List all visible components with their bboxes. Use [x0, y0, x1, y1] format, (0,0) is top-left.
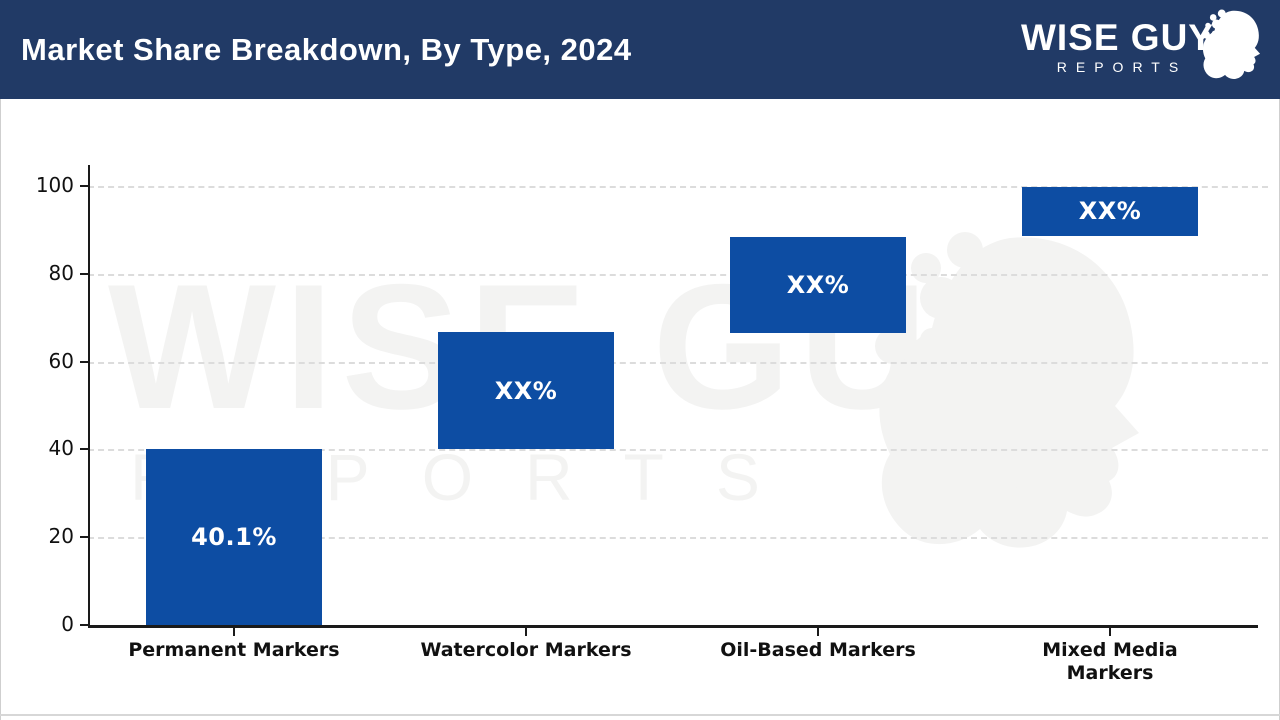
- bar-value-label: XX%: [786, 270, 850, 299]
- x-axis-line: [88, 625, 1258, 628]
- y-tick-20: [80, 536, 88, 539]
- x-category-label-watercolor-markers: Watercolor Markers: [420, 639, 632, 661]
- y-tick-100: [80, 185, 88, 187]
- y-axis-line: [88, 165, 90, 628]
- bar-watercolor-markers: XX%: [438, 332, 614, 450]
- x-tick-mixed-media-markers: [1109, 628, 1111, 636]
- bar-oil-based-markers: XX%: [730, 236, 906, 334]
- y-tick-label: 20: [48, 524, 74, 549]
- y-tick-60: [80, 360, 88, 363]
- bar-permanent-markers: 40.1%: [146, 448, 322, 625]
- y-tick-0: [80, 624, 88, 626]
- logo-wise-guy-label: WISE GUY: [1020, 16, 1214, 58]
- x-category-label-mixed-media-markers: Mixed Media Markers: [1042, 639, 1178, 684]
- header-band: Market Share Breakdown, By Type, 2024 WI…: [0, 0, 1280, 99]
- y-tick-label: 0: [61, 612, 74, 637]
- y-tick-label: 100: [35, 173, 74, 198]
- wise-guy-reports-logo: WISE GUY REPORTS: [1021, 8, 1266, 85]
- bar-value-label: XX%: [494, 376, 558, 405]
- y-tick-80: [80, 272, 88, 275]
- y-tick-label: 40: [48, 436, 74, 461]
- page-border-bottom: [0, 714, 1280, 716]
- y-tick-label: 60: [48, 348, 74, 373]
- logo-head-icon: [1201, 9, 1261, 79]
- gridline-y-20: [88, 537, 1268, 540]
- y-tick-40: [80, 448, 88, 451]
- x-category-label-permanent-markers: Permanent Markers: [128, 639, 340, 661]
- y-tick-label: 80: [48, 260, 74, 285]
- bar-value-label: XX%: [1078, 197, 1142, 226]
- gridline-y-60: [88, 361, 1268, 364]
- gridline-y-80: [88, 273, 1268, 276]
- logo-reports-label: REPORTS: [1056, 59, 1188, 76]
- bar-value-label: 40.1%: [191, 522, 277, 551]
- x-category-label-oil-based-markers: Oil-Based Markers: [720, 639, 916, 661]
- chart-title: Market Share Breakdown, By Type, 2024: [21, 31, 632, 67]
- x-tick-oil-based-markers: [817, 628, 819, 636]
- bar-mixed-media-markers: XX%: [1022, 186, 1198, 237]
- x-tick-permanent-markers: [233, 628, 235, 636]
- page-border-left: [0, 99, 1, 720]
- chart-plot-area: 0 20 40 60 80 100 40.1% Permanent Markers XX% Wat…: [0, 99, 1280, 720]
- gridline-y-40: [88, 449, 1268, 452]
- logo-text: WISE GUY REPORTS: [1020, 16, 1214, 76]
- x-tick-watercolor-markers: [525, 628, 527, 636]
- gridline-y-100: [88, 186, 1268, 188]
